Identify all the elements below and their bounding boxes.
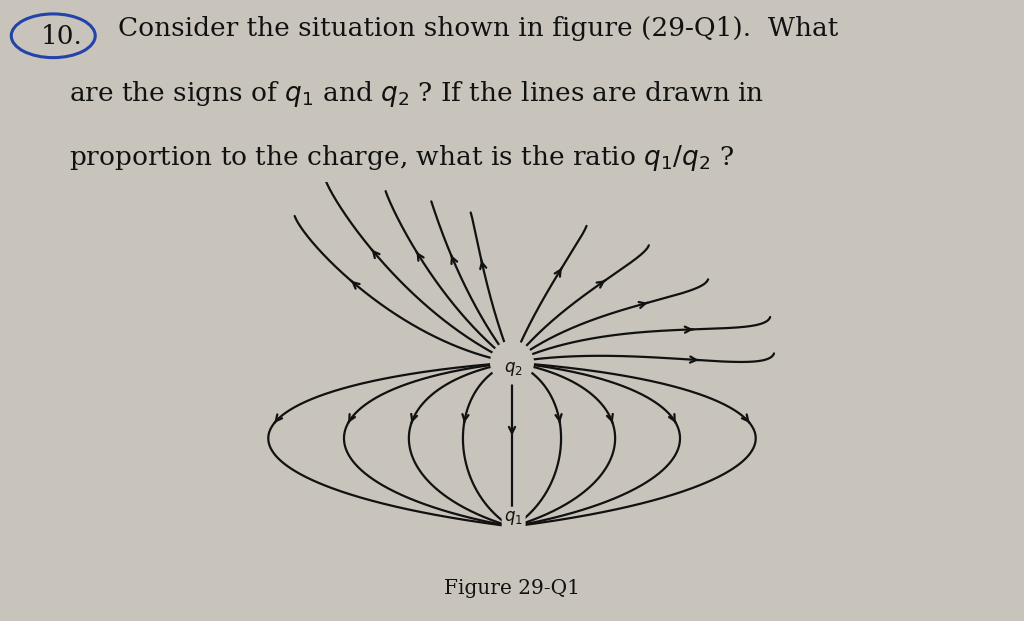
Text: are the signs of $q_1$ and $q_2$ ? If the lines are drawn in: are the signs of $q_1$ and $q_2$ ? If th… (69, 79, 764, 109)
Text: Consider the situation shown in figure (29-Q1).  What: Consider the situation shown in figure (… (118, 16, 838, 41)
Text: $q_1$: $q_1$ (504, 509, 523, 527)
Text: 10.: 10. (41, 24, 83, 49)
Circle shape (490, 342, 534, 384)
Text: proportion to the charge, what is the ratio $q_1/q_2$ ?: proportion to the charge, what is the ra… (69, 143, 734, 173)
Text: Figure 29-Q1: Figure 29-Q1 (444, 579, 580, 598)
Text: $q_2$: $q_2$ (504, 360, 523, 378)
